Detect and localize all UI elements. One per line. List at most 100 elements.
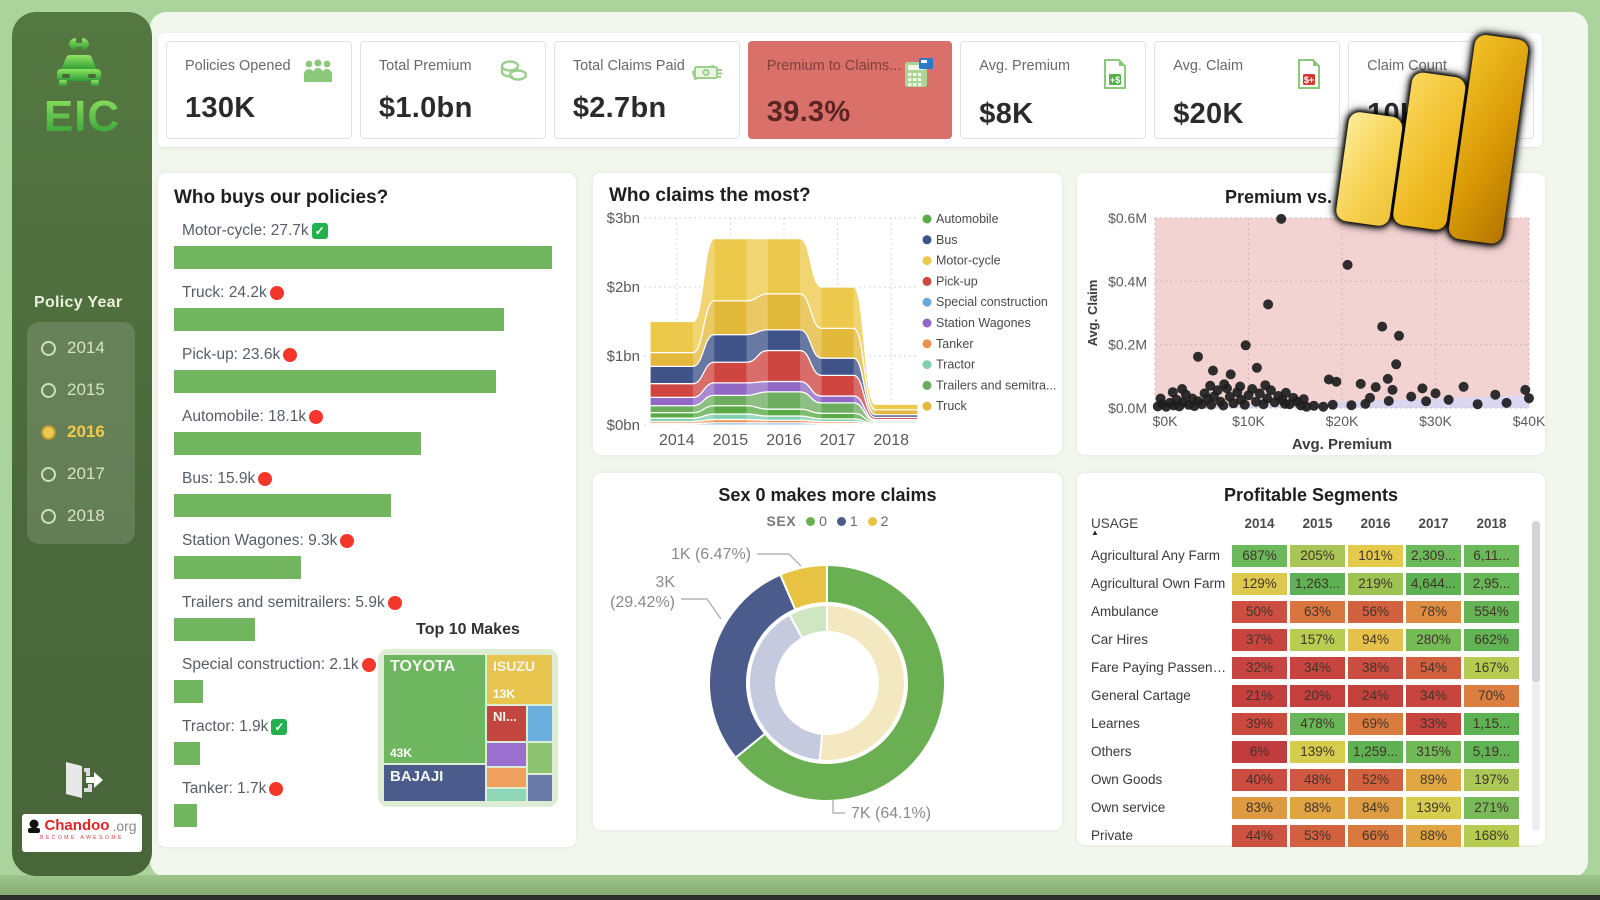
segments-cell[interactable]: 54% [1406,657,1461,679]
segments-cell[interactable]: 21% [1232,685,1287,707]
segments-cell[interactable]: 2,309... [1406,545,1461,567]
segments-cell[interactable]: 4,644... [1406,573,1461,595]
treemap-block-other6[interactable] [528,743,552,773]
segments-column-2017[interactable]: 2017 [1418,516,1449,531]
donut-inner-slice-0[interactable] [818,603,906,762]
data-point[interactable] [1239,399,1250,410]
donut-outer-slice-sex-2[interactable] [778,563,828,611]
data-point[interactable] [1387,384,1398,395]
sex-donut-chart[interactable]: 1K (6.47%) 3K (29.42%) 7K (64.1%) [593,473,1062,830]
data-point[interactable] [1472,399,1483,410]
segments-column-2015[interactable]: 2015 [1302,516,1333,531]
brand-logo[interactable]: Chandoo .org BECOME AWESOME [22,814,142,852]
data-point[interactable] [1346,400,1357,411]
data-point[interactable] [1327,399,1338,410]
data-point[interactable] [1417,383,1428,394]
segments-cell[interactable]: 38% [1348,657,1403,679]
data-point[interactable] [1225,369,1236,380]
segments-scrollbar-thumb[interactable] [1532,521,1540,683]
segments-cell[interactable]: 94% [1348,629,1403,651]
data-point[interactable] [1247,384,1258,394]
data-point[interactable] [1208,365,1218,376]
treemap-block-other5[interactable] [487,743,526,766]
segments-cell[interactable]: 168% [1464,825,1519,847]
policy-year-option-2015[interactable]: 2015 [41,380,135,400]
bar[interactable] [174,494,391,517]
segments-cell[interactable]: 83% [1232,797,1287,819]
data-point[interactable] [1218,400,1229,411]
data-point[interactable] [1490,389,1501,400]
segments-cell[interactable]: 40% [1232,769,1287,791]
bar[interactable] [174,370,496,393]
treemap-block-isuzu[interactable]: ISUZU 13K [487,655,552,704]
data-point[interactable] [1206,399,1217,410]
data-point[interactable] [1167,387,1178,398]
segments-cell[interactable]: 63% [1290,601,1345,623]
sex-legend-item-2[interactable]: 2 [867,513,888,529]
sex-legend-item-1[interactable]: 1 [836,513,858,529]
data-point[interactable] [1240,340,1251,351]
segments-cell[interactable]: 50% [1232,601,1287,623]
kpi-card-total-claims-paid[interactable]: Total Claims Paid $2.7bn [553,41,740,139]
segments-cell[interactable]: 197% [1464,769,1519,791]
segments-cell[interactable]: 78% [1406,601,1461,623]
segments-scrollbar[interactable] [1532,521,1540,831]
data-point[interactable] [1394,330,1404,341]
segments-cell[interactable]: 39% [1232,713,1287,735]
data-point[interactable] [1331,376,1342,387]
segments-cell[interactable]: 2,95... [1464,573,1519,595]
donut-inner-slice-2[interactable] [788,603,828,640]
data-point[interactable] [1262,393,1273,404]
treemap-block-bajaji[interactable]: BAJAJI [384,765,485,801]
data-point[interactable] [1323,374,1334,385]
segments-cell[interactable]: 219% [1348,573,1403,595]
treemap-block-ni[interactable]: NI... [487,706,526,741]
data-point[interactable] [1177,384,1188,394]
data-point[interactable] [1342,259,1353,270]
segments-cell[interactable]: 139% [1406,797,1461,819]
data-point[interactable] [1254,388,1265,399]
donut-inner-slice-1[interactable] [748,613,824,762]
segments-cell[interactable]: 84% [1348,797,1403,819]
treemap-block-other4[interactable] [528,706,552,741]
data-point[interactable] [1365,392,1375,403]
segments-column-2018[interactable]: 2018 [1476,516,1507,531]
kpi-card-policies-opened[interactable]: Policies Opened 130K [166,41,352,139]
data-point[interactable] [1193,351,1203,362]
segments-cell[interactable]: 52% [1348,769,1403,791]
segments-cell[interactable]: 167% [1464,657,1519,679]
segments-cell[interactable]: 478% [1290,713,1345,735]
data-point[interactable] [1501,397,1512,408]
data-point[interactable] [1520,384,1531,395]
kpi-card-premium-to-claims[interactable]: Premium to Claims... 39.3% [747,41,953,139]
data-point[interactable] [1301,401,1312,412]
donut-outer-slice-sex-0[interactable] [734,563,946,802]
segments-cell[interactable]: 32% [1232,657,1287,679]
data-point[interactable] [1155,393,1166,404]
data-point[interactable] [1406,391,1417,402]
segments-cell[interactable]: 101% [1348,545,1403,567]
segments-cell[interactable]: 554% [1464,601,1519,623]
bar[interactable] [174,246,552,269]
policy-year-option-2014[interactable]: 2014 [41,338,135,358]
segments-cell[interactable]: 33% [1406,713,1461,735]
data-point[interactable] [1383,396,1394,406]
segments-cell[interactable]: 66% [1348,825,1403,847]
segments-cell[interactable]: 24% [1348,685,1403,707]
kpi-card-avg-premium[interactable]: Avg. Premium +$ $8K [960,41,1147,139]
data-point[interactable] [1443,394,1454,405]
data-point[interactable] [1370,382,1381,393]
segments-cell[interactable]: 205% [1290,545,1345,567]
segments-cell[interactable]: 53% [1290,825,1345,847]
segments-cell[interactable]: 687% [1232,545,1287,567]
bar[interactable] [174,804,197,827]
segments-cell[interactable]: 129% [1232,573,1287,595]
data-point[interactable] [1355,378,1366,389]
segments-cell[interactable]: 1,263... [1290,573,1345,595]
segments-cell[interactable]: 139% [1290,741,1345,763]
bar[interactable] [174,556,301,579]
treemap-block-toyota[interactable]: TOYOTA 43K [384,655,485,763]
segments-cell[interactable]: 88% [1290,797,1345,819]
segments-cell[interactable]: 1,259... [1348,741,1403,763]
segments-cell[interactable]: 6% [1232,741,1287,763]
